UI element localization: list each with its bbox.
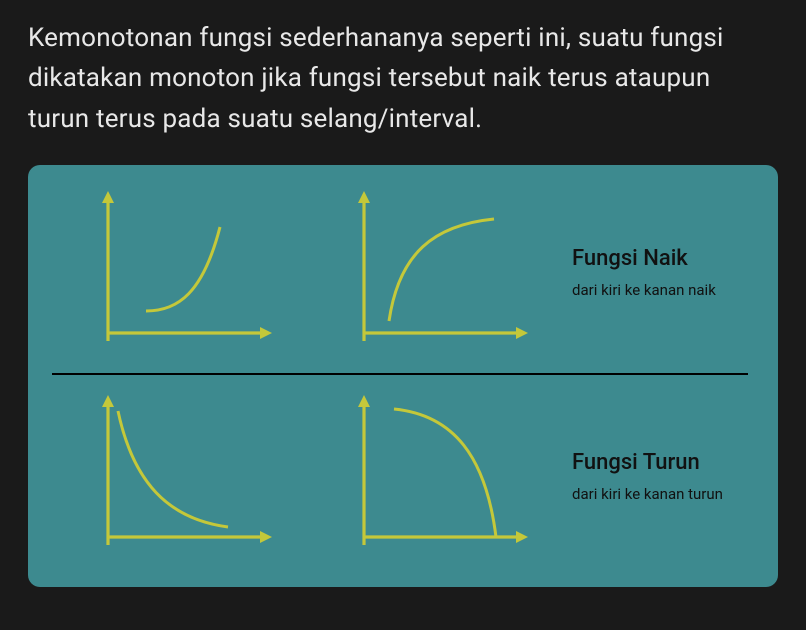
row-decreasing: Fungsi Turun dari kiri ke kanan turun (38, 387, 754, 567)
curve-decreasing-concave-down (394, 409, 496, 537)
curve-increasing-concave-up (146, 227, 220, 311)
panel-divider (52, 373, 748, 375)
row-increasing: Fungsi Naik dari kiri ke kanan naik (38, 183, 754, 363)
graph-increasing-1 (38, 183, 294, 363)
graph-decreasing-1 (38, 387, 294, 567)
graph-decreasing-2 (294, 387, 550, 567)
label-title-increasing: Fungsi Naik (572, 246, 754, 271)
intro-paragraph: Kemonotonan fungsi sederhananya seperti … (28, 18, 778, 139)
graph-increasing-2 (294, 183, 550, 363)
curve-decreasing-concave-up (118, 411, 228, 527)
diagram-panel: Fungsi Naik dari kiri ke kanan naik (28, 165, 778, 587)
label-title-decreasing: Fungsi Turun (572, 450, 754, 475)
label-sub-increasing: dari kiri ke kanan naik (572, 281, 754, 299)
curve-increasing-concave-down (389, 219, 494, 321)
label-sub-decreasing: dari kiri ke kanan turun (572, 485, 754, 503)
